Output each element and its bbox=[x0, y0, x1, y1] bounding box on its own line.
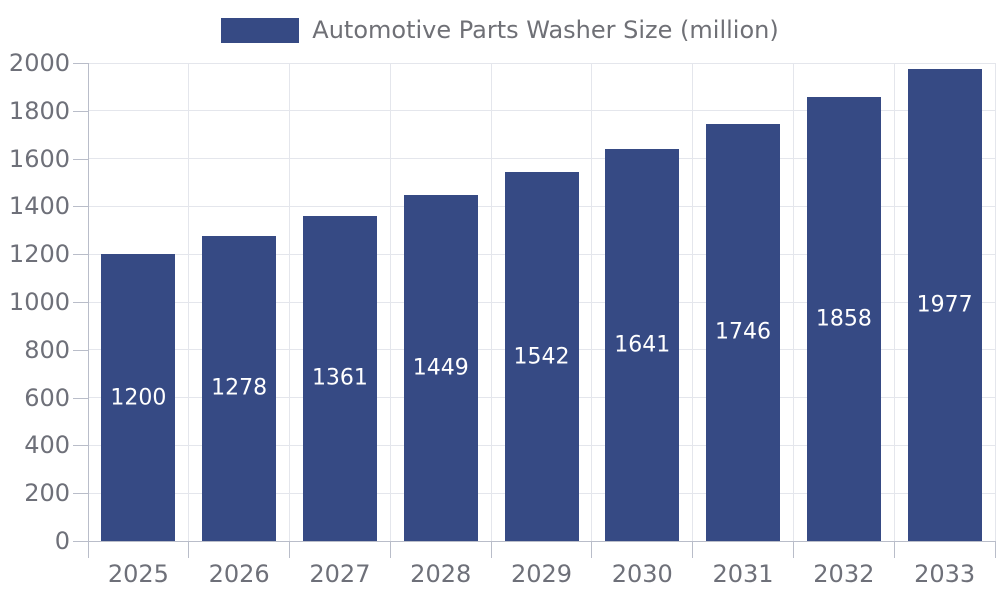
vertical-gridline bbox=[893, 63, 895, 541]
vertical-gridline bbox=[490, 63, 492, 541]
vertical-gridline bbox=[289, 63, 291, 541]
x-axis-tick bbox=[692, 541, 694, 558]
bar-value-label: 1746 bbox=[715, 319, 772, 345]
bar-2026[interactable]: 1278 bbox=[202, 235, 277, 541]
x-tick-label: 2028 bbox=[410, 560, 472, 588]
x-axis-tick bbox=[87, 541, 89, 558]
horizontal-gridline bbox=[88, 110, 995, 112]
x-axis-tick bbox=[893, 541, 895, 558]
vertical-gridline bbox=[792, 63, 794, 541]
x-tick-label: 2033 bbox=[914, 560, 976, 588]
vertical-gridline bbox=[389, 63, 391, 541]
x-axis-tick bbox=[490, 541, 492, 558]
y-tick-label: 1200 bbox=[8, 240, 70, 269]
y-tick-label: 1600 bbox=[8, 144, 70, 173]
y-axis-tick bbox=[73, 206, 88, 208]
y-axis-tick bbox=[73, 541, 88, 542]
y-tick-label: 2000 bbox=[8, 49, 70, 77]
bar-value-label: 1542 bbox=[513, 344, 570, 370]
plot-area: 1200 1278 1361 1449 1542 1641 1746 1858 1977 bbox=[88, 62, 996, 541]
vertical-gridline bbox=[692, 63, 694, 541]
bar-2029[interactable]: 1542 bbox=[504, 172, 579, 541]
bar-value-label: 1278 bbox=[211, 375, 268, 401]
bar-value-label: 1361 bbox=[311, 365, 368, 391]
x-tick-label: 2032 bbox=[813, 560, 875, 588]
horizontal-gridline bbox=[88, 62, 995, 64]
y-tick-label: 1400 bbox=[8, 192, 70, 221]
legend-label: Automotive Parts Washer Size (million) bbox=[312, 16, 779, 44]
y-axis-line bbox=[87, 63, 89, 541]
y-tick-label: 1800 bbox=[8, 96, 70, 125]
x-tick-label: 2029 bbox=[510, 560, 573, 588]
bar-2028[interactable]: 1449 bbox=[403, 194, 478, 541]
x-tick-label: 2026 bbox=[208, 560, 270, 588]
chart-legend[interactable]: Automotive Parts Washer Size (million) bbox=[0, 16, 1000, 44]
y-axis-tick bbox=[73, 63, 88, 64]
y-axis-tick bbox=[73, 158, 88, 160]
x-tick-label: 2027 bbox=[309, 560, 371, 588]
x-tick-label: 2030 bbox=[611, 560, 673, 588]
x-axis-line bbox=[88, 541, 995, 542]
vertical-gridline bbox=[994, 63, 996, 541]
x-axis-tick bbox=[591, 541, 593, 558]
y-axis-tick bbox=[73, 302, 88, 303]
bar-value-label: 1641 bbox=[614, 332, 671, 358]
bar-2030[interactable]: 1641 bbox=[605, 148, 680, 541]
y-axis-tick bbox=[73, 254, 88, 256]
x-axis-tick bbox=[994, 541, 996, 558]
bar-2033[interactable]: 1977 bbox=[907, 68, 982, 541]
x-axis-tick bbox=[792, 541, 794, 558]
y-tick-label: 600 bbox=[24, 383, 70, 412]
horizontal-gridline bbox=[88, 158, 995, 160]
y-tick-label: 800 bbox=[24, 335, 70, 364]
x-tick-label: 2031 bbox=[712, 560, 774, 588]
bar-2031[interactable]: 1746 bbox=[706, 123, 781, 541]
bar-value-label: 1200 bbox=[110, 385, 167, 411]
x-axis-tick bbox=[188, 541, 190, 558]
y-tick-label: 0 bbox=[54, 527, 70, 555]
x-tick-label: 2025 bbox=[107, 560, 169, 588]
y-axis-tick bbox=[73, 493, 88, 495]
bar-2032[interactable]: 1858 bbox=[806, 96, 881, 541]
y-axis-tick bbox=[73, 397, 88, 399]
y-tick-label: 1000 bbox=[8, 288, 70, 316]
x-axis-tick bbox=[389, 541, 391, 558]
y-axis-tick bbox=[73, 445, 88, 447]
legend-swatch bbox=[221, 17, 300, 43]
x-axis-tick bbox=[289, 541, 291, 558]
y-axis-tick bbox=[73, 349, 88, 351]
y-tick-label: 200 bbox=[24, 479, 70, 508]
y-axis-tick bbox=[73, 110, 88, 112]
bar-2027[interactable]: 1361 bbox=[302, 215, 377, 541]
bar-2025[interactable]: 1200 bbox=[101, 254, 176, 541]
vertical-gridline bbox=[591, 63, 593, 541]
bar-value-label: 1449 bbox=[412, 355, 469, 381]
y-tick-label: 400 bbox=[24, 431, 70, 460]
vertical-gridline bbox=[188, 63, 190, 541]
bar-value-label: 1977 bbox=[916, 292, 973, 318]
bar-value-label: 1858 bbox=[815, 306, 872, 332]
